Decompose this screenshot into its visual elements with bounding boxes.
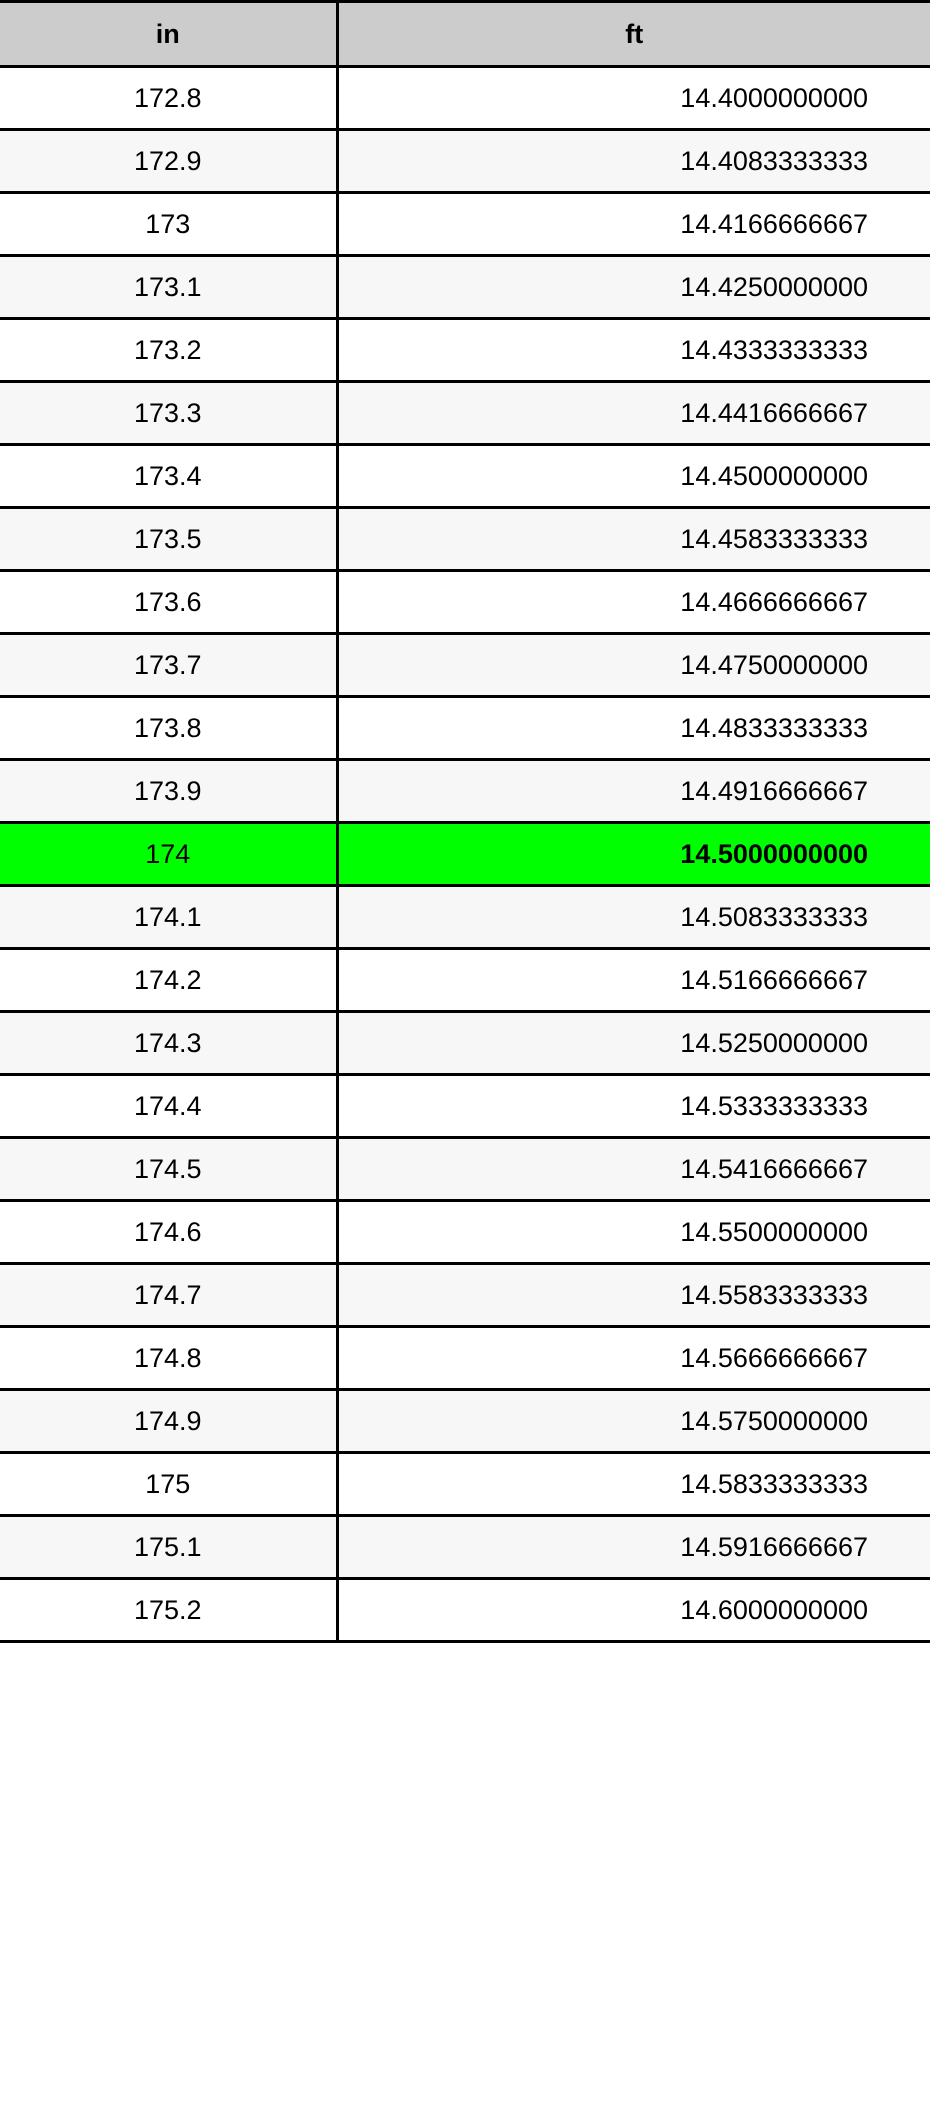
cell-value-ft: 14.4916666667 <box>335 759 930 824</box>
table-row: 175.2 14.6000000000 <box>0 1578 930 1643</box>
table-row: 173 14.4166666667 <box>0 192 930 257</box>
cell-value-in: 173.1 <box>0 255 337 320</box>
column-header-to: ft <box>335 0 930 68</box>
cell-value-ft: 14.5166666667 <box>335 948 930 1013</box>
table-row: 173.6 14.4666666667 <box>0 570 930 635</box>
table-row: 174.3 14.5250000000 <box>0 1011 930 1076</box>
cell-value-ft: 14.4416666667 <box>335 381 930 446</box>
cell-value-ft: 14.4500000000 <box>335 444 930 509</box>
cell-value-ft: 14.5666666667 <box>335 1326 930 1391</box>
cell-value-ft: 14.5083333333 <box>335 885 930 950</box>
table-row-highlighted: 174 14.5000000000 <box>0 822 930 887</box>
cell-value-in: 174.6 <box>0 1200 337 1265</box>
cell-value-ft: 14.4250000000 <box>335 255 930 320</box>
cell-value-in: 174.2 <box>0 948 337 1013</box>
cell-value-in: 173.3 <box>0 381 337 446</box>
conversion-table: in ft 172.8 14.4000000000 172.9 14.40833333… <box>0 0 930 1643</box>
table-row: 173.4 14.4500000000 <box>0 444 930 509</box>
cell-value-in: 173.9 <box>0 759 337 824</box>
cell-value-ft: 14.5333333333 <box>335 1074 930 1139</box>
table-row: 173.3 14.4416666667 <box>0 381 930 446</box>
table-row: 173.2 14.4333333333 <box>0 318 930 383</box>
cell-value-ft: 14.4083333333 <box>335 129 930 194</box>
cell-value-ft: 14.5416666667 <box>335 1137 930 1202</box>
table-row: 172.9 14.4083333333 <box>0 129 930 194</box>
cell-value-in: 173.7 <box>0 633 337 698</box>
cell-value-in: 172.8 <box>0 66 337 131</box>
table-row: 172.8 14.4000000000 <box>0 66 930 131</box>
table-row: 173.9 14.4916666667 <box>0 759 930 824</box>
cell-value-ft: 14.5583333333 <box>335 1263 930 1328</box>
cell-value-in: 174.5 <box>0 1137 337 1202</box>
cell-value-in: 174.9 <box>0 1389 337 1454</box>
cell-value-ft: 14.6000000000 <box>335 1578 930 1643</box>
table-row: 173.1 14.4250000000 <box>0 255 930 320</box>
table-row: 174.8 14.5666666667 <box>0 1326 930 1391</box>
table-row: 174.2 14.5166666667 <box>0 948 930 1013</box>
column-header-from: in <box>0 0 337 68</box>
cell-value-in: 173.5 <box>0 507 337 572</box>
cell-value-ft: 14.4833333333 <box>335 696 930 761</box>
table-row: 173.5 14.4583333333 <box>0 507 930 572</box>
table-row: 174.7 14.5583333333 <box>0 1263 930 1328</box>
table-body: 172.8 14.4000000000 172.9 14.4083333333 173 1… <box>0 66 930 1643</box>
table-row: 173.7 14.4750000000 <box>0 633 930 698</box>
cell-value-in: 174.4 <box>0 1074 337 1139</box>
cell-value-ft: 14.5833333333 <box>335 1452 930 1517</box>
cell-value-ft: 14.4333333333 <box>335 318 930 383</box>
cell-value-in: 173.4 <box>0 444 337 509</box>
cell-value-in: 174.3 <box>0 1011 337 1076</box>
cell-value-in: 173.2 <box>0 318 337 383</box>
cell-value-ft: 14.4166666667 <box>335 192 930 257</box>
table-row: 174.1 14.5083333333 <box>0 885 930 950</box>
cell-value-ft: 14.5250000000 <box>335 1011 930 1076</box>
cell-value-ft: 14.4666666667 <box>335 570 930 635</box>
cell-value-in: 174 <box>0 822 337 887</box>
cell-value-in: 174.8 <box>0 1326 337 1391</box>
table-row: 174.4 14.5333333333 <box>0 1074 930 1139</box>
cell-value-in: 174.7 <box>0 1263 337 1328</box>
cell-value-ft: 14.4000000000 <box>335 66 930 131</box>
cell-value-in: 175.1 <box>0 1515 337 1580</box>
cell-value-in: 172.9 <box>0 129 337 194</box>
cell-value-in: 173 <box>0 192 337 257</box>
cell-value-ft: 14.5500000000 <box>335 1200 930 1265</box>
cell-value-ft: 14.5750000000 <box>335 1389 930 1454</box>
table-row: 175.1 14.5916666667 <box>0 1515 930 1580</box>
cell-value-in: 175.2 <box>0 1578 337 1643</box>
table-row: 173.8 14.4833333333 <box>0 696 930 761</box>
cell-value-ft: 14.4750000000 <box>335 633 930 698</box>
table-row: 175 14.5833333333 <box>0 1452 930 1517</box>
table-header: in ft <box>0 0 930 68</box>
table-row: 174.5 14.5416666667 <box>0 1137 930 1202</box>
cell-value-in: 173.8 <box>0 696 337 761</box>
cell-value-ft: 14.4583333333 <box>335 507 930 572</box>
cell-value-ft: 14.5000000000 <box>335 822 930 887</box>
table-header-row: in ft <box>0 0 930 68</box>
cell-value-in: 175 <box>0 1452 337 1517</box>
table-row: 174.6 14.5500000000 <box>0 1200 930 1265</box>
table-row: 174.9 14.5750000000 <box>0 1389 930 1454</box>
cell-value-ft: 14.5916666667 <box>335 1515 930 1580</box>
cell-value-in: 173.6 <box>0 570 337 635</box>
cell-value-in: 174.1 <box>0 885 337 950</box>
